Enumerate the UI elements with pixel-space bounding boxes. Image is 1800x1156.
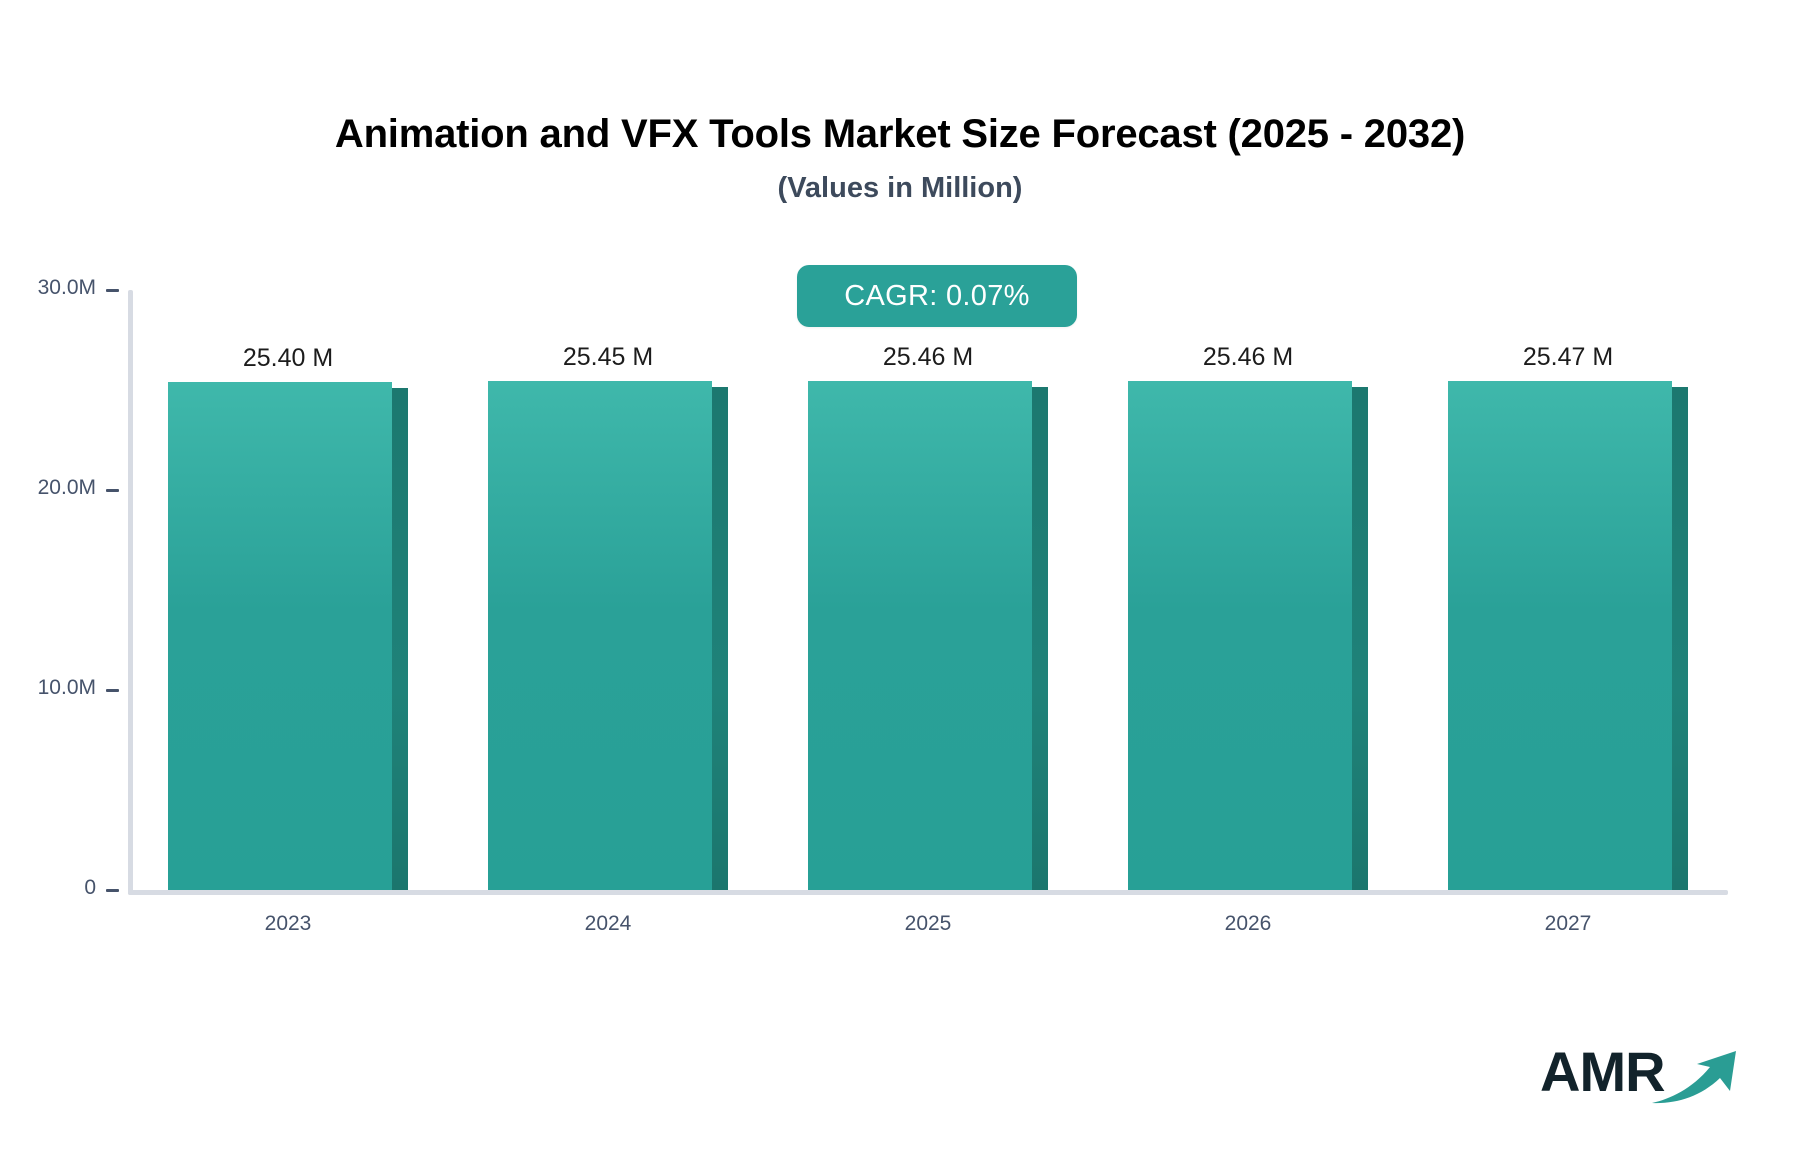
bar-side-shadow (712, 387, 728, 890)
bar[interactable]: 25.45 M (488, 343, 728, 890)
cagr-badge-label: CAGR: 0.07% (844, 279, 1030, 312)
x-tick-label: 2023 (264, 912, 312, 935)
chart-title: Animation and VFX Tools Market Size Fore… (334, 112, 1466, 156)
bar-value-label: 25.40 M (242, 344, 334, 372)
bar-face (488, 381, 712, 890)
bar-face (808, 380, 1032, 890)
x-tick-label: 2024 (584, 912, 632, 935)
bar-side-shadow (392, 388, 408, 890)
y-tick-label: 30.0M (37, 276, 96, 299)
y-tick-mark (106, 689, 119, 692)
chart-subtitle: (Values in Million) (777, 172, 1023, 204)
amr-logo-text: AMR (1540, 1040, 1666, 1103)
y-axis-spine (128, 290, 133, 895)
x-tick-label: 2027 (1544, 912, 1592, 935)
bar-side-shadow (1032, 386, 1048, 890)
y-tick-label: 20.0M (37, 476, 96, 499)
x-axis-spine (128, 890, 1728, 895)
y-tick-mark (106, 289, 119, 292)
bar-face (168, 382, 392, 890)
y-tick-mark (106, 889, 119, 892)
amr-logo: AMR (1540, 1035, 1740, 1109)
y-tick-label: 10.0M (37, 676, 96, 699)
bar-side-shadow (1352, 386, 1368, 890)
cagr-badge: CAGR: 0.07% (797, 265, 1077, 327)
plot-area: 0 10.0M 20.0M 30.0M 25.40 M 25.45 M 25.46 M 25… (38, 276, 1728, 899)
bar[interactable]: 25.40 M (168, 344, 408, 890)
bar-side-shadow (1672, 386, 1688, 890)
x-tick-label: 2025 (904, 912, 952, 935)
x-tick-label: 2026 (1224, 912, 1272, 935)
bar[interactable]: 25.46 M (1128, 343, 1368, 890)
bar-face (1448, 380, 1672, 890)
bar-value-label: 25.45 M (562, 343, 654, 371)
growth-arrow-icon (1652, 1051, 1736, 1104)
bar-face (1128, 380, 1352, 890)
bar[interactable]: 25.46 M (808, 343, 1048, 890)
bar-value-label: 25.46 M (882, 342, 974, 371)
y-tick-label: 0 (84, 876, 96, 899)
bar-value-label: 25.46 M (1202, 342, 1294, 371)
bar[interactable]: 25.47 M (1448, 343, 1688, 890)
y-tick-mark (106, 489, 119, 492)
bar-value-label: 25.47 M (1522, 342, 1614, 371)
